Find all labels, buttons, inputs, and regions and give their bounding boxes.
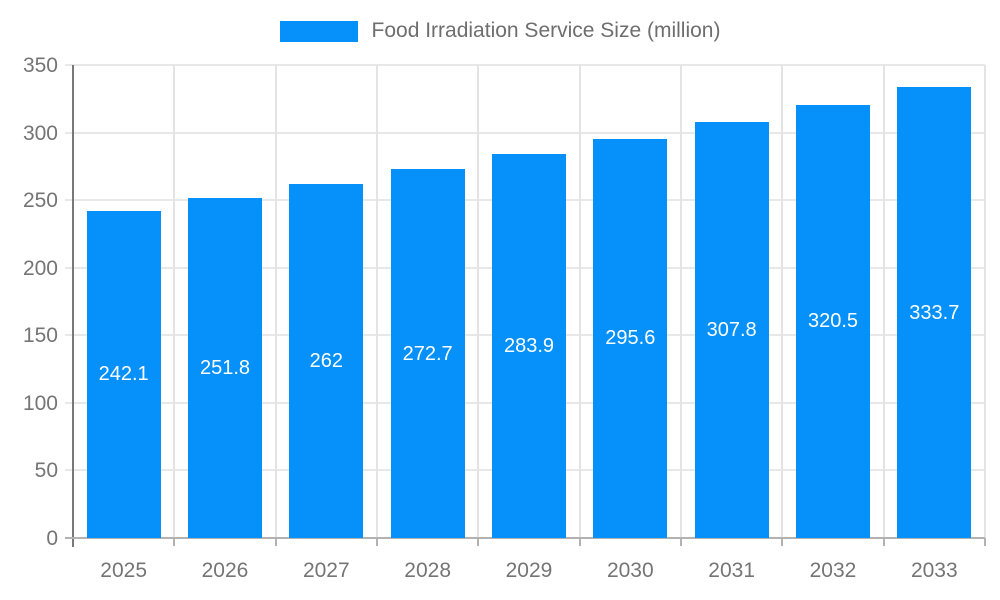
- y-tick-label: 200: [22, 256, 58, 280]
- x-axis-tick: [376, 538, 378, 546]
- bar[interactable]: [188, 197, 262, 538]
- legend-label[interactable]: Food Irradiation Service Size (million): [371, 19, 721, 42]
- y-axis-line: [72, 65, 74, 547]
- gridline-vertical: [173, 65, 176, 538]
- x-tick-label: 2026: [201, 559, 249, 582]
- y-tick-label: 50: [34, 459, 58, 483]
- gridline-vertical: [680, 65, 682, 538]
- x-axis-tick: [680, 538, 682, 546]
- bar[interactable]: [593, 138, 668, 538]
- legend[interactable]: Food Irradiation Service Size (million): [0, 14, 1000, 48]
- bar[interactable]: [796, 104, 870, 538]
- gridline-vertical: [882, 65, 885, 538]
- legend-swatch[interactable]: [279, 20, 358, 42]
- gridline-vertical: [781, 65, 784, 538]
- gridline-vertical: [274, 65, 277, 538]
- y-tick-label: 150: [22, 324, 58, 348]
- bar[interactable]: [86, 210, 161, 538]
- gridline-vertical: [376, 65, 378, 538]
- x-tick-label: 2028: [404, 559, 452, 582]
- x-axis-tick: [477, 538, 480, 546]
- x-axis-tick: [984, 538, 986, 546]
- x-tick-label: 2033: [910, 559, 958, 582]
- x-tick-label: 2027: [302, 559, 350, 582]
- x-tick-label: 2029: [505, 559, 553, 582]
- x-axis-tick: [781, 538, 784, 546]
- y-tick-label: 350: [22, 54, 58, 77]
- bar[interactable]: [492, 154, 566, 538]
- x-tick-label: 2025: [100, 559, 148, 582]
- gridline-vertical: [578, 65, 581, 538]
- bar[interactable]: [289, 183, 364, 538]
- bar[interactable]: [694, 122, 769, 538]
- x-tick-label: 2032: [809, 559, 857, 582]
- y-tick-label: 0: [46, 527, 58, 550]
- x-axis-tick: [274, 538, 277, 546]
- y-tick-label: 100: [22, 391, 58, 415]
- bar[interactable]: [390, 169, 465, 538]
- y-tick-label: 250: [22, 189, 58, 213]
- x-axis-tick: [578, 538, 581, 546]
- x-axis-tick: [173, 538, 176, 546]
- gridline-horizontal: [65, 131, 985, 134]
- bar[interactable]: [897, 87, 972, 538]
- x-axis-tick: [882, 538, 885, 546]
- gridline-vertical: [984, 65, 986, 538]
- x-tick-label: 2030: [606, 559, 654, 582]
- y-tick-label: 300: [22, 121, 58, 145]
- gridline-horizontal: [65, 64, 985, 66]
- gridline-vertical: [477, 65, 480, 538]
- x-tick-label: 2031: [708, 559, 756, 582]
- x-axis-line: [65, 537, 985, 539]
